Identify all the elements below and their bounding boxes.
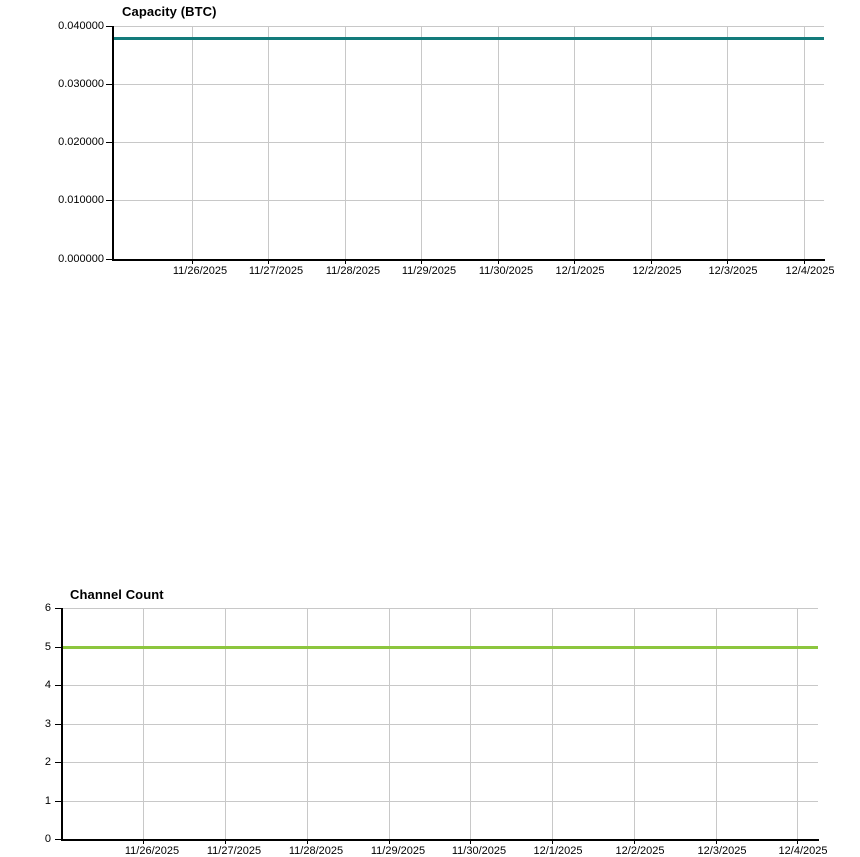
capacity-ylabel-3: 0.010000	[58, 194, 104, 206]
channel-xtick-11-27	[225, 839, 226, 844]
channel-gridline-v-12-01	[552, 608, 553, 839]
channel-xlabel-6: 12/2/2025	[615, 845, 665, 857]
channel-ytick-6	[55, 608, 62, 609]
capacity-ytick-0.030000	[106, 84, 113, 85]
channel-xlabel-5: 12/1/2025	[533, 845, 583, 857]
capacity-gridline-v-12-04	[804, 26, 805, 259]
capacity-xlabel-0: 11/26/2025	[172, 265, 228, 277]
channel-ytick-2	[55, 762, 62, 763]
channel-gridline-h-4	[62, 685, 818, 686]
channel-ytick-4	[55, 685, 62, 686]
capacity-xlabel-4: 11/30/2025	[478, 265, 534, 277]
capacity-xlabel-8: 12/4/2025	[785, 265, 835, 277]
capacity-chart-panel: Capacity (BTC) 0.040000 0.030000 0.02000…	[0, 0, 860, 290]
capacity-gridline-h-0.010000	[113, 200, 824, 201]
capacity-xtick-12-02	[651, 259, 652, 264]
channel-xtick-12-03	[716, 839, 717, 844]
capacity-xlabel-1: 11/27/2025	[248, 265, 304, 277]
capacity-gridline-v-11-27	[268, 26, 269, 259]
capacity-x-axis	[112, 259, 825, 261]
capacity-gridline-v-12-02	[651, 26, 652, 259]
capacity-gridline-h-0.030000	[113, 84, 824, 85]
channel-gridline-h-2	[62, 762, 818, 763]
capacity-xtick-11-28	[345, 259, 346, 264]
channel-gridline-v-12-02	[634, 608, 635, 839]
channel-ylabel-0: 6	[44, 602, 51, 614]
channel-xlabel-3: 11/29/2025	[370, 845, 426, 857]
channel-count-chart-title: Channel Count	[70, 587, 164, 602]
capacity-xlabel-7: 12/3/2025	[708, 265, 758, 277]
channel-ytick-0	[55, 839, 62, 840]
capacity-ytick-0.020000	[106, 142, 113, 143]
channel-xlabel-8: 12/4/2025	[778, 845, 828, 857]
channel-ylabel-5: 1	[44, 795, 51, 807]
channel-xtick-11-26	[143, 839, 144, 844]
capacity-gridline-v-11-28	[345, 26, 346, 259]
channel-ylabel-3: 3	[44, 718, 51, 730]
capacity-gridline-v-12-03	[727, 26, 728, 259]
channel-xtick-11-28	[307, 839, 308, 844]
channel-xtick-12-04	[797, 839, 798, 844]
channel-xlabel-7: 12/3/2025	[697, 845, 747, 857]
channel-gridline-v-11-28	[307, 608, 308, 839]
capacity-xtick-12-01	[574, 259, 575, 264]
capacity-xtick-11-30	[498, 259, 499, 264]
channel-count-series-line	[62, 646, 818, 649]
capacity-series-line	[113, 37, 824, 40]
capacity-ylabel-0: 0.040000	[58, 20, 104, 32]
capacity-gridline-v-11-30	[498, 26, 499, 259]
channel-xlabel-1: 11/27/2025	[206, 845, 262, 857]
capacity-xlabel-2: 11/28/2025	[325, 265, 381, 277]
channel-xtick-11-29	[389, 839, 390, 844]
channel-gridline-v-11-30	[470, 608, 471, 839]
capacity-xlabel-5: 12/1/2025	[555, 265, 605, 277]
capacity-gridline-h-0.040000	[113, 26, 824, 27]
capacity-ylabel-2: 0.020000	[58, 136, 104, 148]
channel-xlabel-0: 11/26/2025	[124, 845, 180, 857]
channel-ylabel-4: 2	[44, 756, 51, 768]
capacity-xtick-12-03	[727, 259, 728, 264]
capacity-ytick-0.010000	[106, 200, 113, 201]
channel-xtick-12-02	[634, 839, 635, 844]
channel-ylabel-2: 4	[44, 679, 51, 691]
channel-xtick-11-30	[470, 839, 471, 844]
capacity-ytick-0.040000	[106, 26, 113, 27]
capacity-xlabel-6: 12/2/2025	[632, 265, 682, 277]
capacity-xtick-11-26	[192, 259, 193, 264]
capacity-gridline-v-12-01	[574, 26, 575, 259]
capacity-xlabel-3: 11/29/2025	[401, 265, 457, 277]
channel-xlabel-2: 11/28/2025	[288, 845, 344, 857]
capacity-ytick-0.000000	[106, 259, 113, 260]
capacity-xtick-11-29	[421, 259, 422, 264]
channel-gridline-v-11-27	[225, 608, 226, 839]
capacity-chart-title: Capacity (BTC)	[122, 4, 217, 19]
channel-ytick-1	[55, 801, 62, 802]
channel-gridline-h-1	[62, 801, 818, 802]
capacity-gridline-h-0.020000	[113, 142, 824, 143]
channel-ytick-5	[55, 647, 62, 648]
channel-xlabel-4: 11/30/2025	[451, 845, 507, 857]
channel-gridline-v-11-26	[143, 608, 144, 839]
channel-gridline-v-12-04	[797, 608, 798, 839]
capacity-y-axis	[112, 26, 114, 261]
capacity-gridline-v-11-26	[192, 26, 193, 259]
channel-count-x-axis	[61, 839, 819, 841]
channel-gridline-v-12-03	[716, 608, 717, 839]
channel-gridline-h-6	[62, 608, 818, 609]
channel-ylabel-6: 0	[44, 833, 51, 845]
capacity-ylabel-4: 0.000000	[58, 253, 104, 265]
capacity-ylabel-1: 0.030000	[58, 78, 104, 90]
capacity-gridline-v-11-29	[421, 26, 422, 259]
channel-count-chart-panel: Channel Count 6 5 4 3 2 1 0 11/26/2025 1…	[0, 290, 860, 857]
channel-xtick-12-01	[552, 839, 553, 844]
channel-gridline-v-11-29	[389, 608, 390, 839]
channel-ylabel-1: 5	[44, 641, 51, 653]
channel-ytick-3	[55, 724, 62, 725]
capacity-xtick-11-27	[268, 259, 269, 264]
capacity-xtick-12-04	[804, 259, 805, 264]
channel-gridline-h-3	[62, 724, 818, 725]
